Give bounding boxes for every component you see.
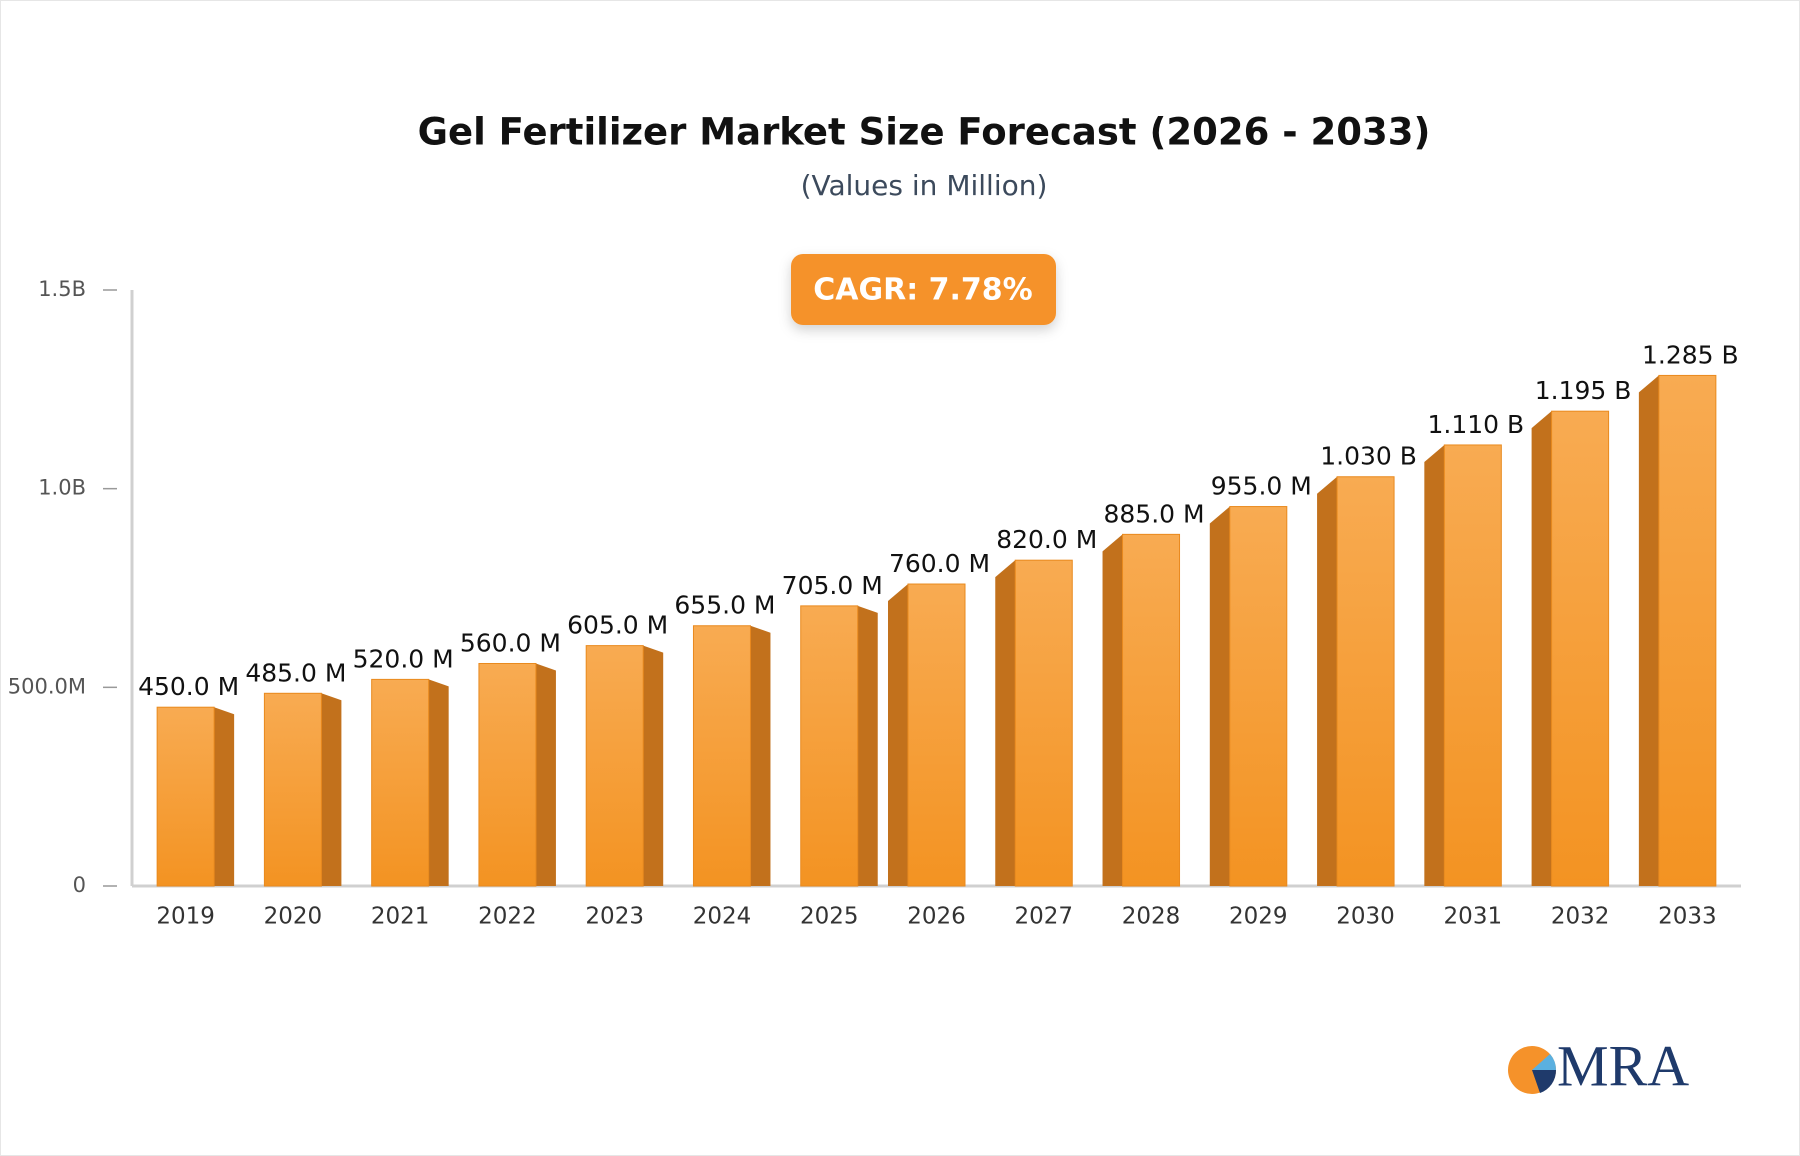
bar (478, 662, 537, 887)
y-tick-label: 1.5B (38, 277, 86, 301)
logo-slice (1532, 1054, 1557, 1070)
value-label: 655.0 M (674, 591, 775, 620)
logo: MRA (1508, 1033, 1689, 1098)
bar-side (995, 560, 1016, 886)
bar-side (1102, 534, 1123, 886)
chart-title: Gel Fertilizer Market Size Forecast (202… (418, 111, 1431, 154)
x-tick-label: 2022 (478, 904, 537, 930)
value-label: 760.0 M (889, 549, 990, 578)
value-label: 705.0 M (782, 571, 883, 600)
value-label: 1.030 B (1320, 442, 1417, 471)
bar-side (214, 707, 235, 886)
x-tick-label: 2025 (800, 904, 859, 930)
bar-side (535, 663, 556, 886)
bar (1229, 506, 1288, 887)
logo-slice (1532, 1070, 1557, 1093)
value-label: 605.0 M (567, 611, 668, 640)
chart-subtitle: (Values in Million) (801, 169, 1048, 202)
bar (692, 625, 751, 887)
bar (263, 692, 322, 887)
value-label: 1.195 B (1535, 376, 1632, 405)
logo-text: MRA (1557, 1033, 1689, 1098)
x-tick-label: 2021 (371, 904, 430, 930)
bar (1551, 410, 1610, 887)
bar (1122, 533, 1181, 887)
x-tick-label: 2026 (907, 904, 966, 930)
x-tick-label: 2033 (1658, 904, 1717, 930)
bar-side (1638, 375, 1659, 886)
value-label: 1.285 B (1642, 340, 1739, 369)
y-tick-label: 500.0M (8, 674, 86, 698)
value-label: 820.0 M (996, 525, 1097, 554)
x-tick-label: 2027 (1014, 904, 1073, 930)
x-tick-label: 2030 (1336, 904, 1395, 930)
x-tick-label: 2031 (1444, 904, 1503, 930)
x-tick-label: 2020 (264, 904, 323, 930)
bar-side (643, 645, 664, 886)
bar-side (888, 584, 908, 886)
bar (1336, 476, 1395, 887)
y-tick-label: 0 (73, 873, 86, 897)
bar (1658, 374, 1717, 887)
x-tick-label: 2019 (156, 904, 215, 930)
bar-side (1424, 444, 1445, 886)
bar-side (321, 693, 342, 886)
bar (907, 583, 966, 887)
value-label: 450.0 M (138, 672, 239, 701)
value-label: 485.0 M (245, 658, 346, 687)
value-label: 1.110 B (1427, 410, 1524, 439)
bar (156, 706, 215, 887)
x-tick-label: 2024 (693, 904, 752, 930)
value-label: 520.0 M (353, 644, 454, 673)
x-tick-label: 2032 (1551, 904, 1610, 930)
bar (1014, 559, 1073, 887)
bar-side (1531, 411, 1552, 886)
cagr-text: CAGR: 7.78% (813, 273, 1032, 308)
cagr-badge (791, 254, 1056, 325)
bar (1443, 444, 1502, 887)
value-label: 885.0 M (1103, 499, 1204, 528)
x-tick-label: 2028 (1122, 904, 1181, 930)
y-tick-label: 1.0B (38, 476, 86, 500)
bar-side (428, 679, 449, 886)
value-label: 560.0 M (460, 628, 561, 657)
x-tick-label: 2029 (1229, 904, 1288, 930)
bar (371, 678, 430, 887)
bar (800, 605, 859, 887)
bar-side (1209, 506, 1230, 886)
x-tick-label: 2023 (585, 904, 644, 930)
bar-side (750, 625, 771, 886)
bar (585, 645, 644, 887)
bar-side (857, 605, 878, 886)
value-label: 955.0 M (1211, 472, 1312, 501)
bar-side (1317, 476, 1338, 886)
